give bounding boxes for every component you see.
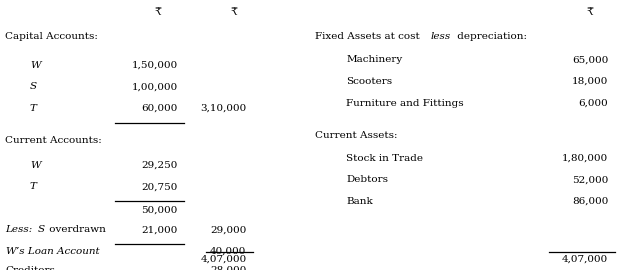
Text: 4,07,000: 4,07,000 [562, 255, 608, 264]
Text: 29,250: 29,250 [142, 161, 178, 170]
Text: Furniture and Fittings: Furniture and Fittings [346, 99, 464, 107]
Text: Less:: Less: [5, 225, 36, 234]
Text: Scooters: Scooters [346, 77, 392, 86]
Text: Capital Accounts:: Capital Accounts: [5, 32, 98, 41]
Text: less: less [431, 32, 451, 41]
Text: ₹: ₹ [230, 7, 238, 17]
Text: Current Assets:: Current Assets: [315, 131, 397, 140]
Text: T: T [30, 104, 37, 113]
Text: S: S [30, 82, 37, 91]
Text: 1,00,000: 1,00,000 [132, 82, 178, 91]
Text: W: W [30, 161, 41, 170]
Text: 20,750: 20,750 [142, 182, 178, 191]
Text: ₹: ₹ [586, 7, 593, 17]
Text: Stock in Trade: Stock in Trade [346, 154, 423, 163]
Text: 18,000: 18,000 [572, 77, 608, 86]
Text: ’s Loan Account: ’s Loan Account [16, 247, 100, 256]
Text: 6,000: 6,000 [578, 99, 608, 107]
Text: W: W [5, 247, 16, 256]
Text: S: S [37, 225, 44, 234]
Text: Bank: Bank [346, 197, 373, 206]
Text: 40,000: 40,000 [210, 247, 246, 256]
Text: 4,07,000: 4,07,000 [200, 255, 246, 264]
Text: 52,000: 52,000 [572, 176, 608, 184]
Text: depreciation:: depreciation: [454, 32, 527, 41]
Text: 50,000: 50,000 [142, 205, 178, 214]
Text: 1,50,000: 1,50,000 [132, 61, 178, 70]
Text: Debtors: Debtors [346, 176, 388, 184]
Text: 86,000: 86,000 [572, 197, 608, 206]
Text: Current Accounts:: Current Accounts: [5, 136, 102, 145]
Text: 29,000: 29,000 [210, 225, 246, 234]
Text: 21,000: 21,000 [142, 225, 178, 234]
Text: 28,000: 28,000 [210, 266, 246, 270]
Text: 1,80,000: 1,80,000 [562, 154, 608, 163]
Text: 3,10,000: 3,10,000 [200, 104, 246, 113]
Text: T: T [30, 182, 37, 191]
Text: Creditors: Creditors [5, 266, 55, 270]
Text: 65,000: 65,000 [572, 55, 608, 64]
Text: 60,000: 60,000 [142, 104, 178, 113]
Text: ₹: ₹ [154, 7, 162, 17]
Text: overdrawn: overdrawn [46, 225, 105, 234]
Text: W: W [30, 61, 41, 70]
Text: Fixed Assets at cost: Fixed Assets at cost [315, 32, 423, 41]
Text: Machinery: Machinery [346, 55, 402, 64]
